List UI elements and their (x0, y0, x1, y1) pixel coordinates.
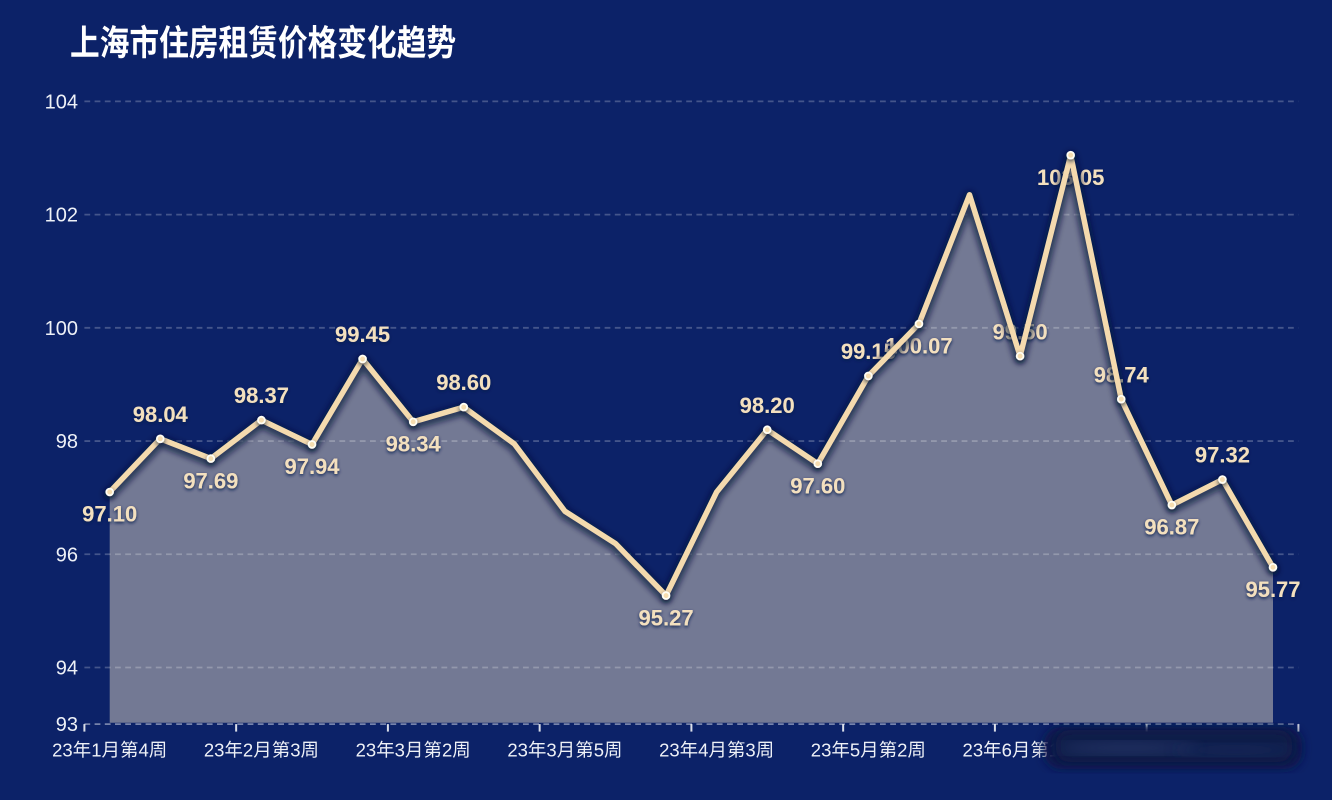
svg-text:97.10: 97.10 (82, 502, 137, 527)
svg-text:23: 23 (659, 739, 680, 760)
svg-text:98: 98 (56, 431, 78, 453)
svg-text:97.32: 97.32 (1195, 443, 1250, 468)
svg-text:3: 3 (290, 739, 300, 760)
svg-text:23: 23 (52, 739, 73, 760)
svg-text:96: 96 (56, 544, 78, 566)
svg-text:98.60: 98.60 (436, 370, 491, 395)
svg-text:97.69: 97.69 (183, 468, 238, 493)
svg-text:5: 5 (850, 739, 860, 760)
svg-text:23: 23 (507, 739, 528, 760)
svg-text:2: 2 (243, 739, 253, 760)
svg-text:98.34: 98.34 (386, 432, 442, 457)
svg-text:3: 3 (745, 739, 755, 760)
svg-text:98.20: 98.20 (740, 393, 795, 418)
svg-text:104: 104 (45, 91, 78, 113)
svg-text:93: 93 (56, 714, 78, 736)
svg-text:2: 2 (897, 739, 907, 760)
svg-text:99.45: 99.45 (335, 322, 390, 347)
svg-text:23: 23 (356, 739, 377, 760)
svg-text:100: 100 (45, 318, 78, 340)
svg-text:23: 23 (811, 739, 832, 760)
svg-text:98.37: 98.37 (234, 383, 289, 408)
svg-text:2: 2 (442, 739, 452, 760)
svg-text:1: 1 (91, 739, 101, 760)
svg-text:97.94: 97.94 (284, 454, 340, 479)
svg-text:94: 94 (56, 657, 78, 679)
svg-text:6: 6 (1002, 739, 1012, 760)
svg-text:95.77: 95.77 (1245, 577, 1300, 602)
svg-text:95.27: 95.27 (639, 605, 694, 630)
svg-text:97.60: 97.60 (790, 473, 845, 498)
svg-text:4: 4 (698, 739, 708, 760)
svg-text:96.87: 96.87 (1144, 515, 1199, 540)
svg-text:5: 5 (594, 739, 604, 760)
svg-text:102: 102 (45, 205, 78, 227)
svg-text:3: 3 (546, 739, 556, 760)
svg-text:23: 23 (963, 739, 984, 760)
svg-text:98.04: 98.04 (133, 402, 189, 427)
svg-text:4: 4 (138, 739, 148, 760)
svg-text:23: 23 (204, 739, 225, 760)
svg-text:3: 3 (395, 739, 405, 760)
